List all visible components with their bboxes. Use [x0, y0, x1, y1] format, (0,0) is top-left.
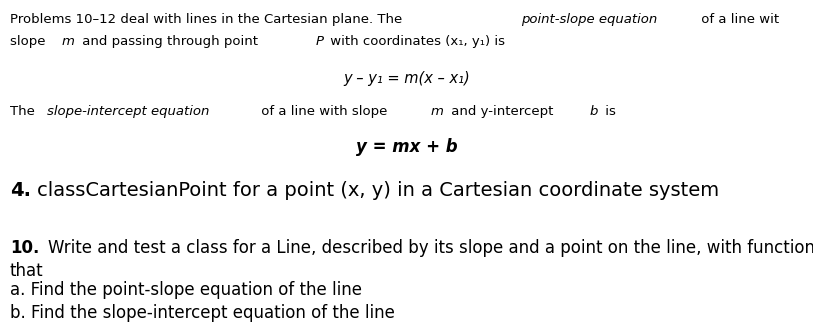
Text: point-slope equation: point-slope equation	[521, 13, 658, 26]
Text: that: that	[10, 262, 43, 280]
Text: m: m	[431, 105, 443, 118]
Text: and y-intercept: and y-intercept	[447, 105, 558, 118]
Text: 4.: 4.	[10, 181, 31, 200]
Text: b: b	[590, 105, 598, 118]
Text: with coordinates (x₁, y₁) is: with coordinates (x₁, y₁) is	[326, 35, 505, 48]
Text: P: P	[315, 35, 324, 48]
Text: b. Find the slope-intercept equation of the line: b. Find the slope-intercept equation of …	[10, 304, 394, 322]
Text: a. Find the point-slope equation of the line: a. Find the point-slope equation of the …	[10, 281, 362, 298]
Text: Write and test a class for a Line, described by its slope and a point on the lin: Write and test a class for a Line, descr…	[48, 239, 813, 257]
Text: of a line wit: of a line wit	[698, 13, 780, 26]
Text: Problems 10–12 deal with lines in the Cartesian plane. The: Problems 10–12 deal with lines in the Ca…	[10, 13, 406, 26]
Text: of a line with slope: of a line with slope	[257, 105, 392, 118]
Text: slope: slope	[10, 35, 50, 48]
Text: The: The	[10, 105, 39, 118]
Text: is: is	[601, 105, 615, 118]
Text: 10.: 10.	[10, 239, 39, 257]
Text: y = mx + b: y = mx + b	[356, 138, 457, 156]
Text: y – y₁ = m(x – x₁): y – y₁ = m(x – x₁)	[343, 71, 470, 86]
Text: m: m	[61, 35, 74, 48]
Text: classCartesianPoint for a point (x, y) in a Cartesian coordinate system: classCartesianPoint for a point (x, y) i…	[37, 181, 719, 200]
Text: and passing through point: and passing through point	[78, 35, 262, 48]
Text: slope-intercept equation: slope-intercept equation	[47, 105, 210, 118]
